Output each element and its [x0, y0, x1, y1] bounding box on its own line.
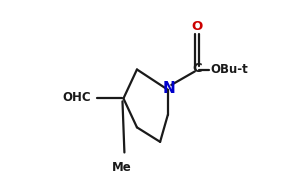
Text: C: C	[192, 62, 202, 75]
Text: OBu-t: OBu-t	[210, 63, 248, 76]
Text: O: O	[191, 19, 202, 33]
Text: Me: Me	[112, 161, 131, 174]
Text: N: N	[162, 81, 175, 96]
Text: OHC: OHC	[62, 91, 91, 104]
